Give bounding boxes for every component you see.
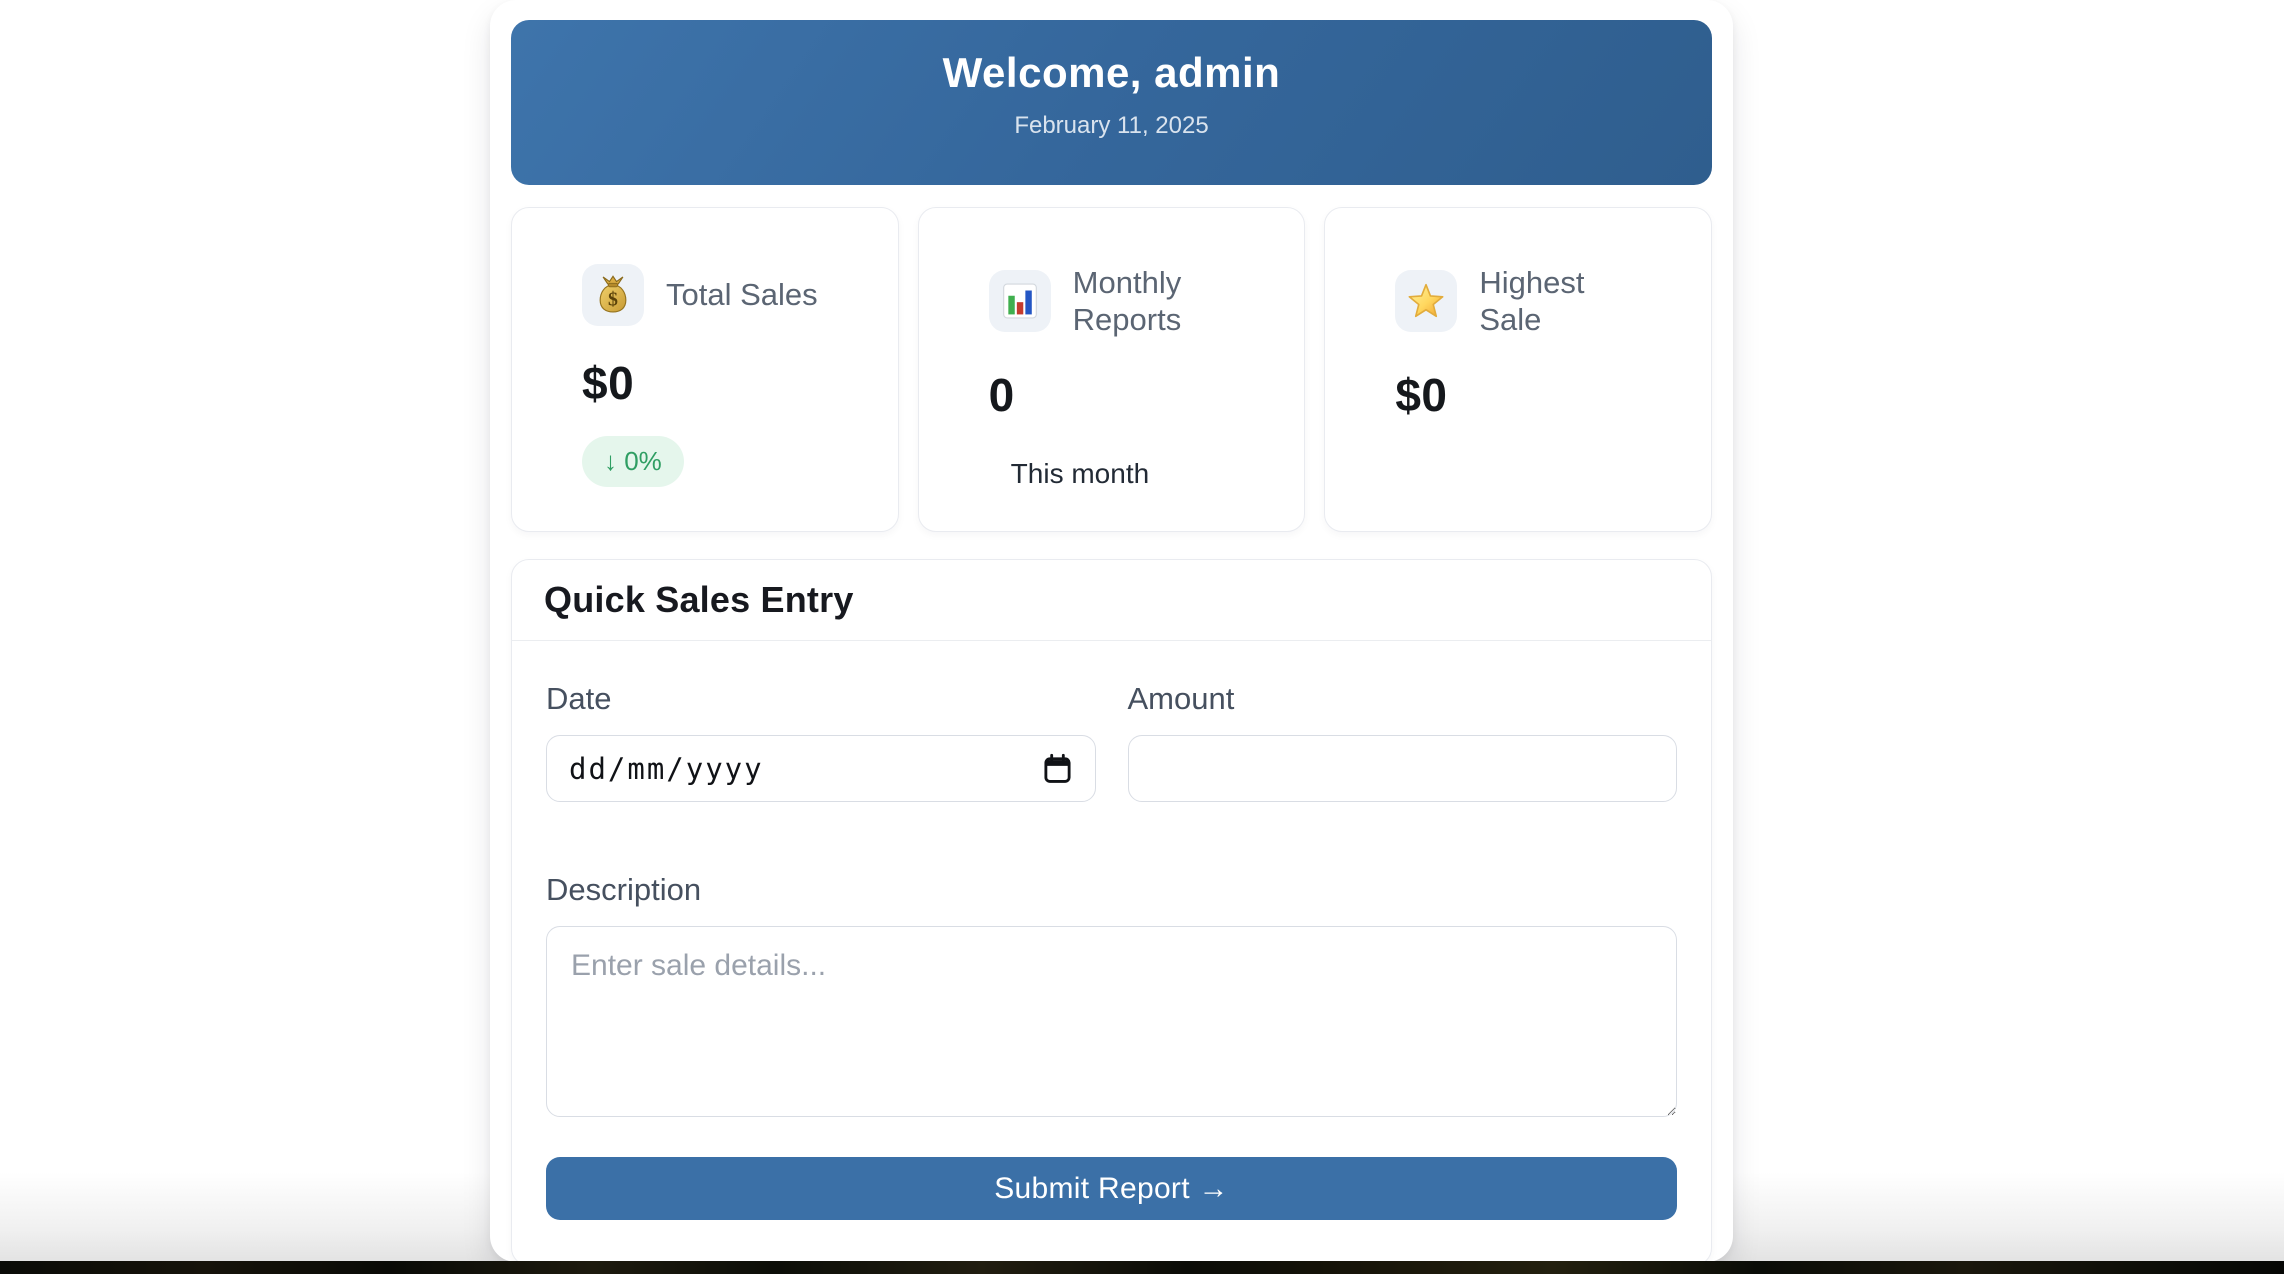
welcome-date: February 11, 2025 <box>1014 112 1209 139</box>
date-field: Date dd/mm/yyyy <box>546 681 1096 802</box>
submit-report-button[interactable]: Submit Report → <box>546 1157 1677 1220</box>
welcome-title: Welcome, admin <box>942 49 1281 96</box>
svg-text:$: $ <box>608 289 618 311</box>
background-photo-strip <box>0 1261 2284 1274</box>
stat-value: 0 <box>988 369 1015 422</box>
stat-value: $0 <box>582 357 635 409</box>
bar-chart-icon <box>988 270 1051 333</box>
stat-label: Monthly Reports <box>1072 265 1182 338</box>
stat-card-monthly-reports: Monthly Reports 0 This month <box>917 207 1306 532</box>
amount-label: Amount <box>1127 681 1235 716</box>
description-label: Description <box>546 872 702 907</box>
form-title: Quick Sales Entry <box>544 579 854 620</box>
money-bag-icon: $ <box>582 264 644 326</box>
quick-sales-entry-card: Quick Sales Entry Date dd/mm/yyyy <box>511 559 1712 1266</box>
dashboard-container: Welcome, admin February 11, 2025 <box>490 0 1733 1266</box>
stat-trend-text: This month <box>1010 458 1150 490</box>
welcome-banner: Welcome, admin February 11, 2025 <box>511 20 1712 185</box>
amount-field: Amount <box>1127 681 1677 802</box>
stat-label: Highest Sale <box>1479 265 1585 338</box>
form-body: Date dd/mm/yyyy Amount <box>512 641 1711 1265</box>
stat-label: Total Sales <box>666 277 818 313</box>
calendar-icon[interactable] <box>1042 752 1073 785</box>
stat-value: $0 <box>1395 369 1448 422</box>
stat-card-total-sales: $ Total Sales $0 ↓ 0% <box>511 207 899 532</box>
stats-row: $ Total Sales $0 ↓ 0% <box>511 207 1713 532</box>
description-field: Description <box>546 872 1677 1122</box>
description-textarea[interactable] <box>546 926 1677 1117</box>
star-icon <box>1395 270 1458 333</box>
date-label: Date <box>546 681 612 716</box>
amount-input[interactable] <box>1127 735 1677 802</box>
stat-card-highest-sale: Highest Sale $0 <box>1324 207 1713 532</box>
date-placeholder-text: dd/mm/yyyy <box>569 751 764 786</box>
date-input[interactable]: dd/mm/yyyy <box>546 735 1096 802</box>
stat-trend-badge: ↓ 0% <box>582 436 684 487</box>
form-header: Quick Sales Entry <box>512 560 1711 641</box>
